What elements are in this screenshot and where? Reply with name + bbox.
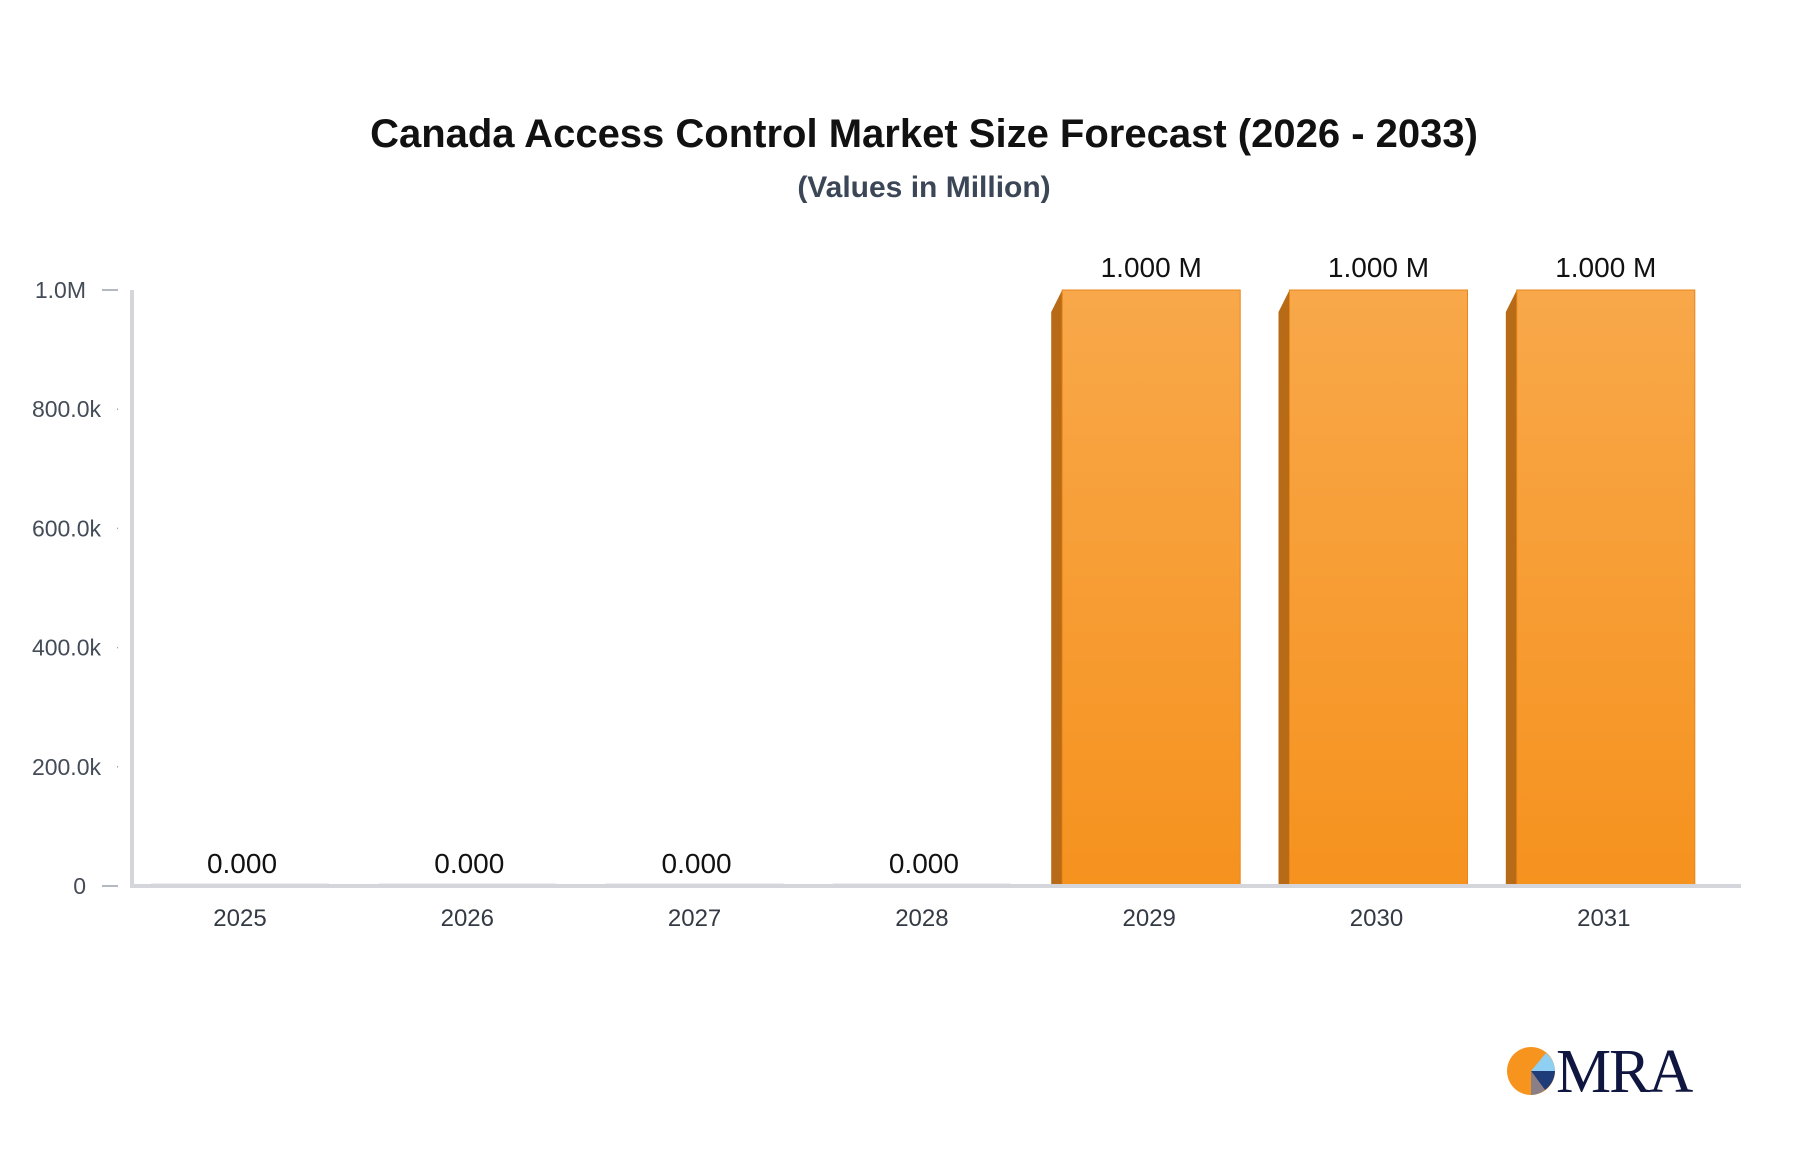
x-tick-label: 2029: [1123, 905, 1176, 932]
data-label: 0.000: [207, 848, 277, 879]
y-tick-label: 1.0M: [35, 277, 86, 303]
mra-logo: MRA: [1507, 1038, 1695, 1106]
x-tick-label: 2025: [213, 905, 266, 932]
chart-subtitle: (Values in Million): [797, 171, 1050, 204]
x-axis: 2025 2026 2027 2028 2029 2030 2031: [130, 884, 1741, 932]
data-label: 0.000: [434, 848, 504, 879]
y-tick-label: 200.0k: [32, 754, 102, 780]
y-tick-label: 600.0k: [32, 515, 102, 541]
y-axis: 0 200.0k 400.0k 600.0k 800.0k 1.0M: [32, 277, 134, 899]
y-tick-label: 400.0k: [32, 635, 102, 661]
bar: [1061, 289, 1241, 887]
bars: 0.000 0.000 0.000 0.000 1.000 M 1.000 M 1.000 …: [151, 252, 1696, 887]
chart-title: Canada Access Control Market Size Foreca…: [370, 112, 1478, 156]
bar-side: [1278, 290, 1290, 886]
data-label: 1.000 M: [1555, 252, 1656, 283]
data-label: 0.000: [889, 848, 959, 879]
x-tick-label: 2028: [895, 905, 948, 932]
x-tick-label: 2031: [1577, 905, 1630, 932]
x-tick-label: 2027: [668, 905, 721, 932]
bar: [1516, 289, 1696, 887]
x-tick-label: 2030: [1350, 905, 1403, 932]
y-tick-label: 800.0k: [32, 396, 102, 422]
y-tick-label: 0: [73, 873, 86, 899]
logo-text: MRA: [1556, 1038, 1693, 1106]
bar-side: [1051, 290, 1063, 886]
bar: [1289, 289, 1468, 887]
data-label: 1.000 M: [1328, 252, 1429, 283]
data-label: 1.000 M: [1101, 252, 1202, 283]
bar-side: [1505, 290, 1517, 886]
x-tick-label: 2026: [441, 905, 494, 932]
data-label: 0.000: [662, 848, 732, 879]
